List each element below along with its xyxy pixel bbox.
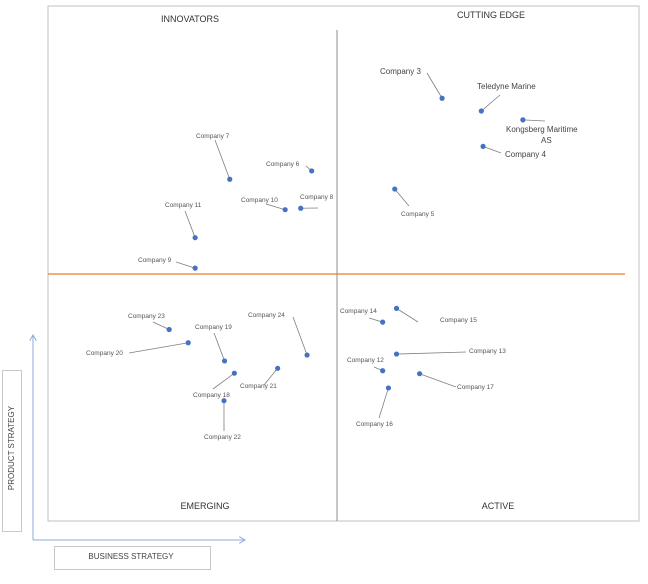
quadrant-title-cutting-edge: CUTTING EDGE xyxy=(457,10,525,20)
quadrant-title-active: ACTIVE xyxy=(482,501,515,511)
quadrant-title-innovators: INNOVATORS xyxy=(161,14,219,24)
leader-line-kongsberg-maritime-as xyxy=(522,119,546,122)
data-point-company-18 xyxy=(231,370,237,376)
data-point-company-4 xyxy=(480,143,486,149)
data-label-company-14: Company 14 xyxy=(340,308,377,315)
data-label-company-4: Company 4 xyxy=(505,150,546,159)
leader-line-company-7 xyxy=(214,139,231,180)
data-point-company-13 xyxy=(393,351,400,357)
data-point-company-10 xyxy=(282,207,288,213)
leader-line-company-9 xyxy=(175,261,196,269)
data-label-company-8: Company 8 xyxy=(300,194,334,201)
leader-line-company-11 xyxy=(184,210,196,238)
data-point-company-23 xyxy=(166,326,172,333)
data-label-company-16: Company 16 xyxy=(356,421,393,428)
leader-line-company-13 xyxy=(396,351,467,355)
data-point-company-8 xyxy=(298,205,304,211)
data-label-company-6: Company 6 xyxy=(266,161,300,168)
data-point-company-21 xyxy=(275,365,281,371)
leader-line-company-15 xyxy=(396,308,419,323)
data-label-company-20: Company 20 xyxy=(86,350,123,357)
data-point-company-5 xyxy=(392,186,398,192)
data-label-company-5: Company 5 xyxy=(401,211,435,218)
leader-line-teledyne-marine xyxy=(481,94,501,112)
data-label-company-24: Company 24 xyxy=(248,312,285,319)
data-label-company-12: Company 12 xyxy=(347,357,384,364)
data-point-company-16 xyxy=(385,385,392,391)
x-axis-label-box xyxy=(54,546,211,570)
data-label-company-23: Company 23 xyxy=(128,313,165,320)
data-label-company-13: Company 13 xyxy=(469,348,506,355)
leader-line-company-23 xyxy=(152,321,170,330)
x-axis-label: BUSINESS STRATEGY xyxy=(88,552,174,561)
leader-line-company-19 xyxy=(213,332,225,362)
leader-line-company-16 xyxy=(378,387,389,419)
data-point-company-20 xyxy=(185,340,191,346)
data-point-company-19 xyxy=(221,358,228,364)
data-label-company-10: Company 10 xyxy=(241,197,278,204)
data-point-company-15 xyxy=(393,305,400,311)
data-label-company-18: Company 18 xyxy=(193,392,230,399)
quadrant-title-emerging: EMERGING xyxy=(180,501,229,511)
leader-line-company-18 xyxy=(212,372,235,390)
points-layer: Company 3 Teledyne Marine Kongsberg Mariti… xyxy=(86,67,578,441)
data-point-company-7 xyxy=(227,176,233,182)
leader-line-company-17 xyxy=(419,373,457,388)
data-point-company-9 xyxy=(192,265,198,271)
leader-line-company-4 xyxy=(482,145,502,154)
data-label-company-3: Company 3 xyxy=(380,67,421,76)
data-point-company-12 xyxy=(380,368,386,374)
data-point-company-11 xyxy=(192,235,198,241)
data-point-kongsberg-maritime-as xyxy=(520,117,526,123)
data-point-teledyne-marine xyxy=(478,108,484,114)
y-axis-label: PRODUCT STRATEGY xyxy=(7,405,16,490)
data-label-teledyne-marine: Teledyne Marine xyxy=(477,82,536,91)
leader-line-company-10 xyxy=(265,203,286,211)
data-point-company-24 xyxy=(304,352,310,358)
leader-line-company-24 xyxy=(292,316,308,356)
data-label-company-17: Company 17 xyxy=(457,384,494,391)
leader-line-company-20 xyxy=(128,342,189,354)
data-label-kongsberg-maritime-as: Kongsberg Maritime AS xyxy=(506,125,578,145)
data-point-company-3 xyxy=(439,95,445,101)
leader-line-company-3 xyxy=(426,72,443,99)
data-point-company-6 xyxy=(309,168,315,174)
data-label-company-15: Company 15 xyxy=(440,317,477,324)
data-label-company-19: Company 19 xyxy=(195,324,232,331)
y-axis-label-box xyxy=(2,370,22,532)
leader-line-company-5 xyxy=(394,188,410,207)
data-point-company-22 xyxy=(221,398,227,404)
data-label-company-21: Company 21 xyxy=(240,383,277,390)
data-label-company-7: Company 7 xyxy=(196,133,230,140)
data-label-company-22: Company 22 xyxy=(204,434,241,441)
data-label-company-9: Company 9 xyxy=(138,257,172,264)
data-label-company-11: Company 11 xyxy=(165,202,202,209)
data-point-company-17 xyxy=(416,371,423,377)
leader-line-company-21 xyxy=(263,368,278,386)
data-point-company-14 xyxy=(380,319,386,325)
plot-frame xyxy=(47,5,640,522)
